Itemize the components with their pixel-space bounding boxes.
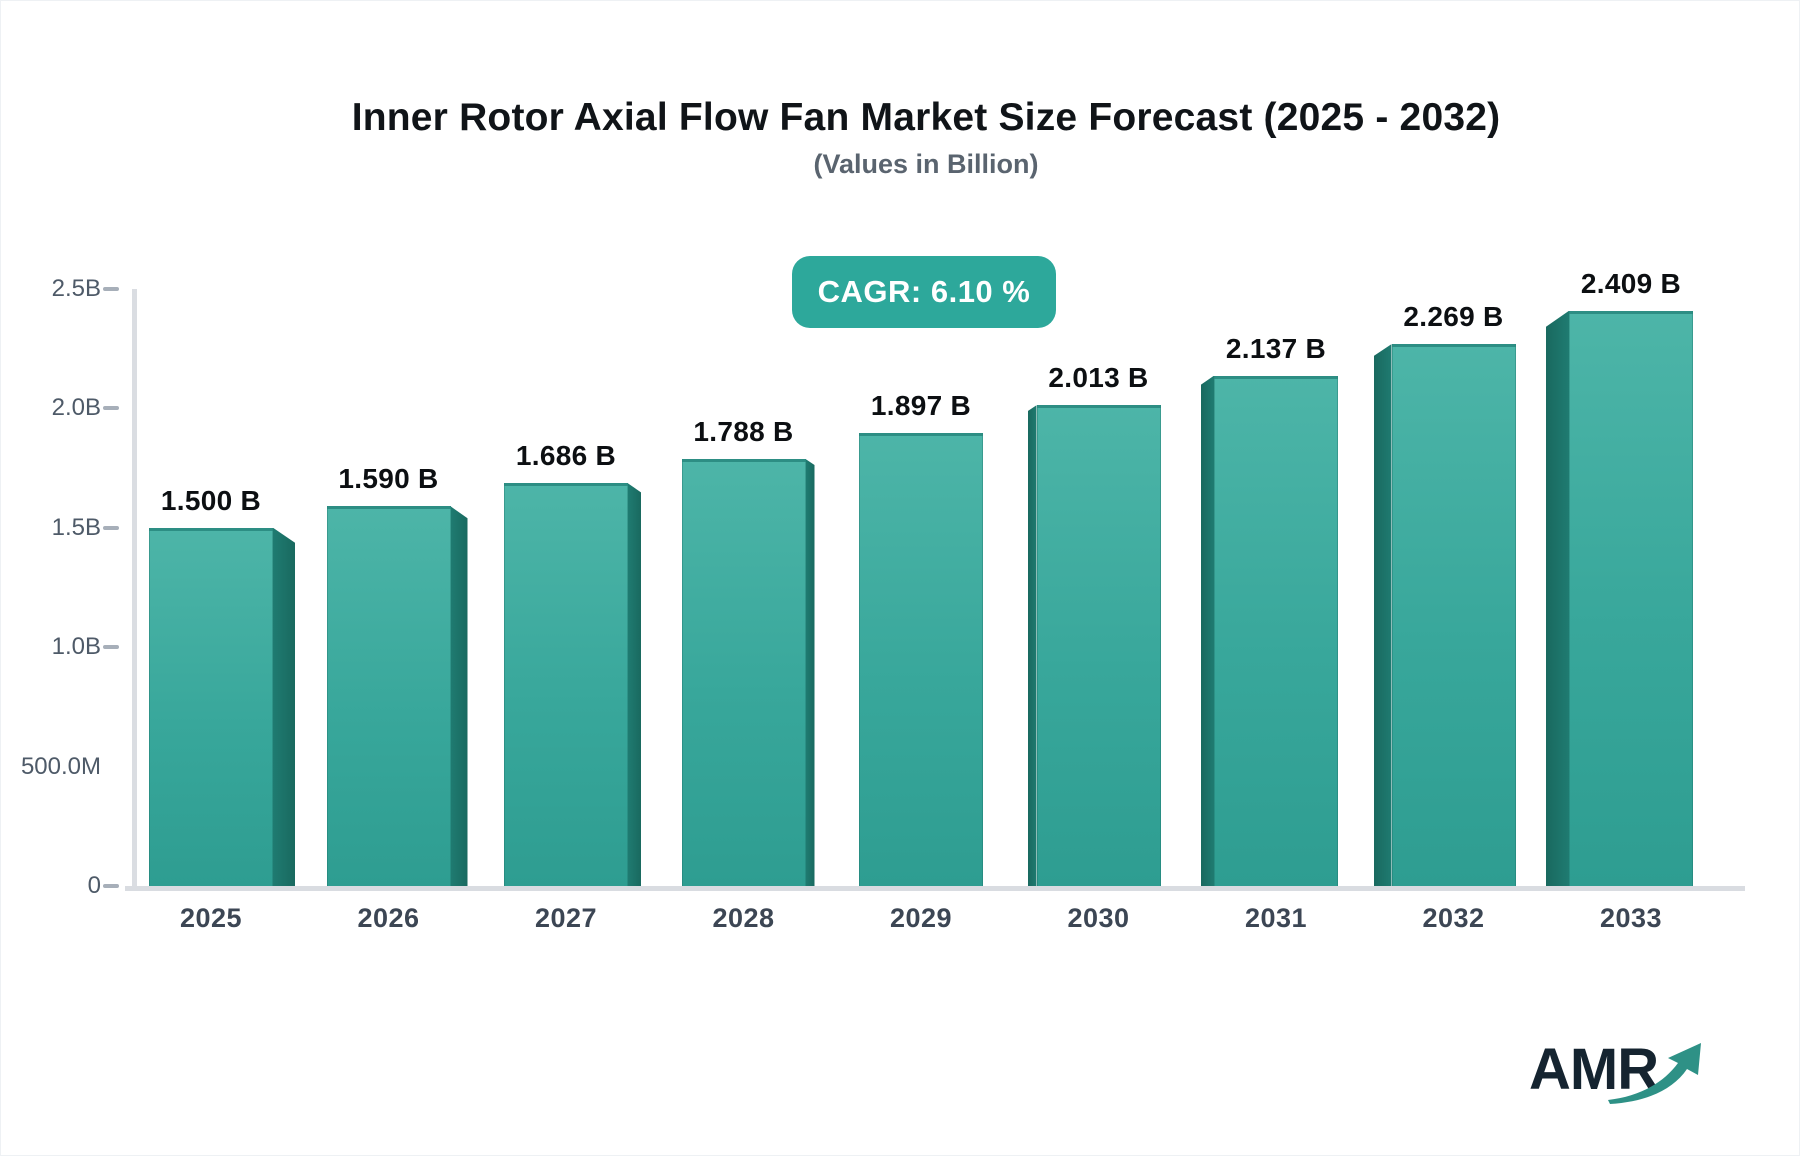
bar-side-2033 <box>1546 310 1569 886</box>
bar-side-2025 <box>273 527 295 886</box>
bar-face-2029 <box>859 432 983 886</box>
y-tick-dash <box>103 645 119 650</box>
bar-value-label: 2.137 B <box>1225 332 1327 364</box>
bar-value-label: 2.409 B <box>1580 267 1682 299</box>
bar-face-2031 <box>1214 375 1338 886</box>
x-tick-label: 2030 <box>1067 903 1130 933</box>
bar-face-2026 <box>326 506 451 886</box>
x-tick-label: 2025 <box>179 903 243 933</box>
y-tick-label: 0 <box>87 872 101 899</box>
bar-value-label: 1.500 B <box>160 484 262 516</box>
bar-side-2028 <box>805 459 815 886</box>
chart-subtitle: (Values in Billion) <box>813 149 1039 179</box>
x-tick-label: 2028 <box>712 903 775 933</box>
y-axis-line <box>132 289 137 888</box>
bar-face-2033 <box>1569 310 1693 886</box>
x-axis-line <box>125 886 1745 891</box>
cagr-badge: CAGR: 6.10 % <box>792 256 1056 328</box>
y-tick-label: 500.0M <box>20 752 101 780</box>
x-tick-label: 2027 <box>534 903 598 933</box>
bar-value-label: 1.590 B <box>338 463 439 495</box>
bar-side-2026 <box>450 506 468 886</box>
bar-value-label: 1.788 B <box>693 416 794 448</box>
cagr-badge-label: CAGR: 6.10 % <box>817 274 1031 309</box>
bar-face-2028 <box>681 459 806 886</box>
y-tick-dash <box>103 406 119 411</box>
bar-side-2031 <box>1201 375 1214 886</box>
growth-arrow-icon <box>1608 1043 1701 1104</box>
bar-value-label: 1.686 B <box>515 440 617 472</box>
y-tick-label: 2.0B <box>51 394 101 422</box>
x-tick-label: 2033 <box>1599 903 1663 933</box>
y-tick-dash <box>103 525 119 530</box>
bar-face-2027 <box>504 483 628 886</box>
bar-value-label: 2.013 B <box>1048 362 1149 394</box>
bar-face-2032 <box>1391 344 1516 886</box>
bar-face-2025 <box>149 527 273 886</box>
amr-logo-text: AMR <box>1529 1037 1659 1102</box>
y-tick-label: 1.5B <box>51 513 101 541</box>
y-tick-dash <box>103 884 119 888</box>
y-tick-label: 2.5B <box>51 275 101 302</box>
chart-title: Inner Rotor Axial Flow Fan Market Size F… <box>351 96 1501 139</box>
bar-face-2030 <box>1036 405 1161 886</box>
bar-value-label: 1.897 B <box>870 389 972 421</box>
y-tick-dash <box>103 287 119 291</box>
y-tick-label: 1.0B <box>51 633 101 661</box>
bar-value-label: 2.269 B <box>1403 301 1504 333</box>
x-tick-label: 2031 <box>1244 903 1308 933</box>
amr-logo: AMR <box>1529 1035 1719 1115</box>
x-tick-label: 2032 <box>1422 903 1485 933</box>
bar-side-2030 <box>1027 405 1037 886</box>
bar-side-2027 <box>628 483 641 886</box>
x-tick-label: 2029 <box>889 903 953 933</box>
bar-side-2032 <box>1373 344 1392 886</box>
x-tick-label: 2026 <box>357 903 420 933</box>
